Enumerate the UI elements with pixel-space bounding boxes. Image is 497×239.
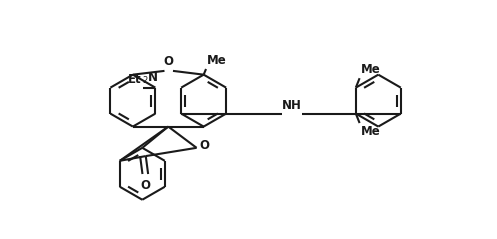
Text: O: O [140, 179, 150, 192]
Text: Et: Et [128, 73, 142, 86]
Text: Me: Me [360, 125, 380, 138]
Text: Me: Me [360, 63, 380, 76]
Text: Me: Me [206, 54, 226, 67]
Text: $_2$N: $_2$N [142, 71, 158, 86]
Text: NH: NH [281, 99, 301, 112]
Text: O: O [199, 139, 209, 152]
Text: O: O [163, 55, 173, 68]
